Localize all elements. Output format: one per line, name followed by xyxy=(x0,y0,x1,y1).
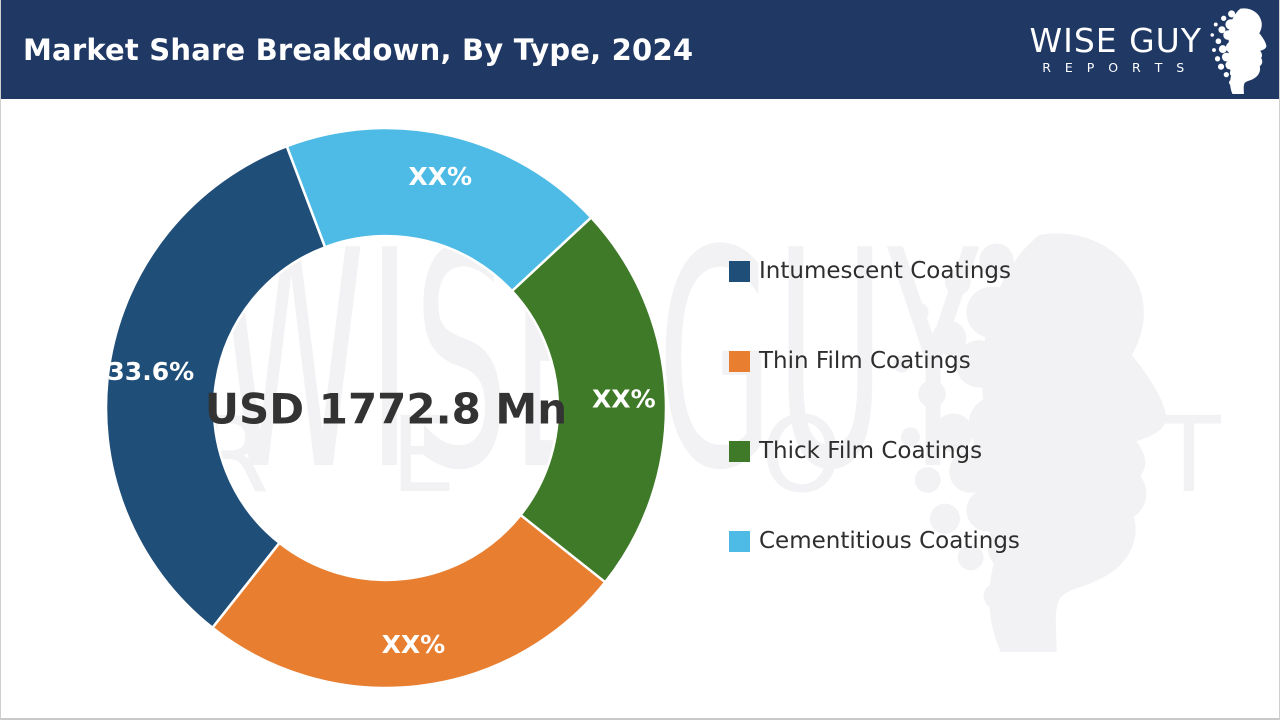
donut-segment-3 xyxy=(510,216,668,584)
legend-label: Intumescent Coatings xyxy=(759,258,1011,284)
legend-swatch xyxy=(729,530,750,552)
legend-label: Thick Film Coatings xyxy=(759,438,983,464)
segment-value-label: XX% xyxy=(408,162,472,191)
legend-swatch xyxy=(729,350,750,372)
logo-reports-text: R E P O R T S xyxy=(1042,59,1190,75)
donut-segment-4 xyxy=(285,126,593,293)
legend-label: Thin Film Coatings xyxy=(759,348,971,374)
legend: Intumescent Coatings Thin Film Coatings Th… xyxy=(729,258,1020,619)
segment-value-label: XX% xyxy=(382,630,446,659)
legend-item: Cementitious Coatings xyxy=(729,528,1020,554)
legend-item: Thin Film Coatings xyxy=(729,348,1020,374)
segment-value-label: 33.6% xyxy=(107,357,194,386)
logo-text: WISE GUY R E P O R T S xyxy=(1029,24,1202,75)
legend-item: Thick Film Coatings xyxy=(729,438,1020,464)
logo-wordmark: WISE GUY xyxy=(1029,21,1202,61)
wise-guy-logo: WISE GUY R E P O R T S xyxy=(1029,6,1268,94)
donut-segment-1 xyxy=(104,144,327,630)
donut-segment-2 xyxy=(211,513,607,690)
legend-item: Intumescent Coatings xyxy=(729,258,1020,284)
header: Market Share Breakdown, By Type, 2024 WI… xyxy=(1,0,1279,99)
chart-center-value: USD 1772.8 Mn xyxy=(204,384,568,434)
segment-value-label: XX% xyxy=(592,384,656,413)
legend-swatch xyxy=(729,440,750,462)
logo-face-icon xyxy=(1210,7,1267,94)
legend-swatch xyxy=(729,260,750,282)
page-title: Market Share Breakdown, By Type, 2024 xyxy=(23,32,694,67)
legend-label: Cementitious Coatings xyxy=(759,528,1020,554)
